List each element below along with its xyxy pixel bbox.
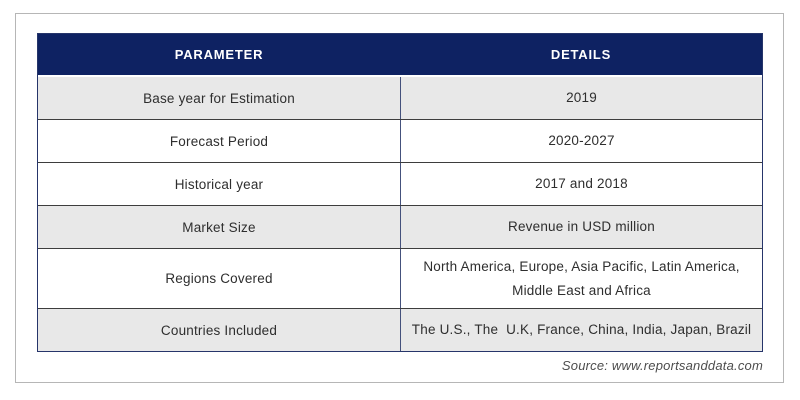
column-header-parameter: PARAMETER xyxy=(174,47,264,62)
table-row: Regions Covered North America, Europe, A… xyxy=(38,248,762,308)
source-attribution: Source: www.reportsanddata.com xyxy=(561,358,763,373)
parameter-cell: Base year for Estimation xyxy=(143,90,295,106)
parameter-cell: Historical year xyxy=(174,176,264,192)
table-row: Historical year 2017 and 2018 xyxy=(38,162,762,205)
parameters-table: PARAMETER DETAILS Base year for Estimati… xyxy=(37,33,763,352)
details-cell: 2017 and 2018 xyxy=(400,163,762,205)
table-row: Base year for Estimation 2019 xyxy=(38,77,762,119)
table-row: Market Size Revenue in USD million xyxy=(38,205,762,248)
details-cell: North America, Europe, Asia Pacific, Lat… xyxy=(400,249,762,308)
details-cell: Revenue in USD million xyxy=(400,206,762,248)
details-cell: The U.S., The U.K, France, China, India,… xyxy=(400,309,762,351)
parameter-cell: Market Size xyxy=(182,219,256,235)
table-header-row: PARAMETER DETAILS xyxy=(38,34,762,77)
details-cell: 2019 xyxy=(400,77,762,119)
details-cell: 2020-2027 xyxy=(400,120,762,162)
table-row: Countries Included The U.S., The U.K, Fr… xyxy=(38,308,762,351)
table-row: Forecast Period 2020-2027 xyxy=(38,119,762,162)
parameter-cell: Regions Covered xyxy=(165,271,273,286)
parameter-cell: Forecast Period xyxy=(169,133,269,149)
parameter-cell: Countries Included xyxy=(160,322,278,338)
column-header-details: DETAILS xyxy=(550,47,612,62)
report-scope-card: PARAMETER DETAILS Base year for Estimati… xyxy=(15,13,784,383)
